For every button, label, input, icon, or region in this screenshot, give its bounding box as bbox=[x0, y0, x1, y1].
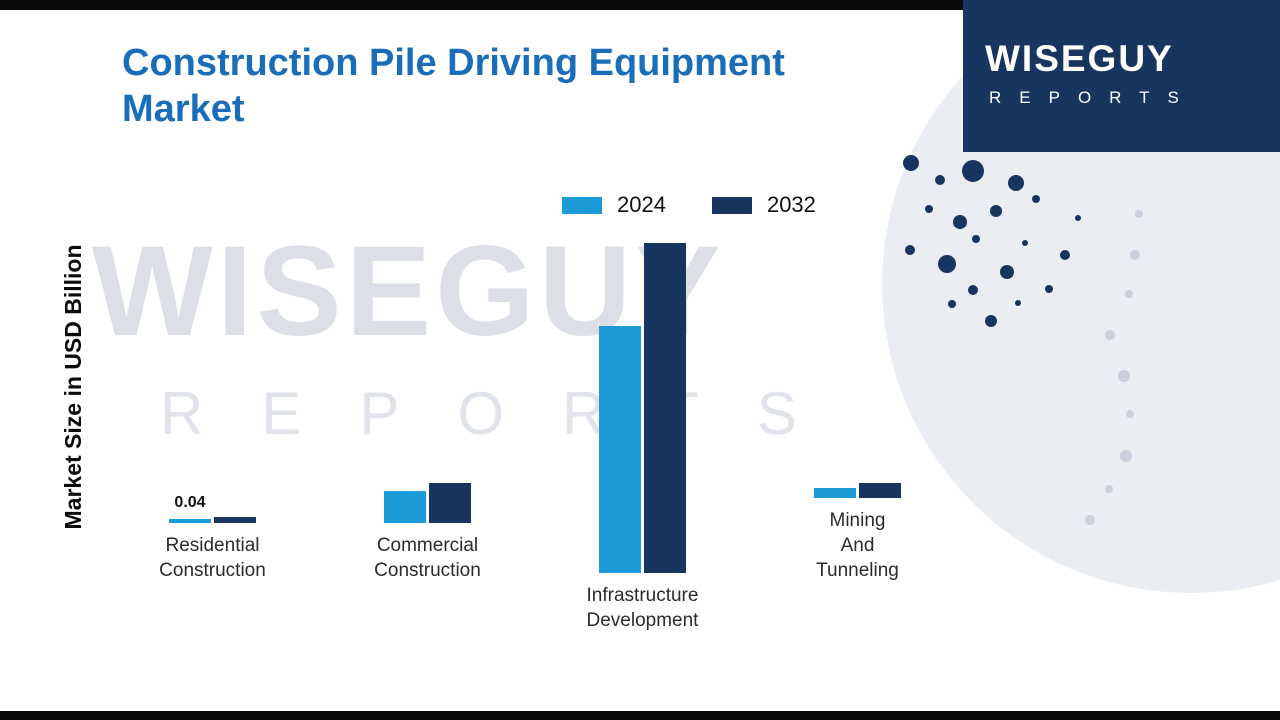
wiseguy-logo: WISEGUY REPORTS bbox=[963, 0, 1280, 152]
logo-wordmark: WISEGUY bbox=[985, 38, 1174, 79]
y-axis-label: Market Size in USD Billion bbox=[60, 244, 86, 530]
legend-item-2024: 2024 bbox=[562, 192, 666, 218]
bar-group: Infrastructure Development bbox=[535, 243, 750, 631]
legend-label: 2032 bbox=[766, 192, 816, 217]
top-border-bar bbox=[0, 0, 963, 10]
category-label: Residential Construction bbox=[159, 534, 266, 581]
legend-swatch-2032 bbox=[711, 196, 752, 214]
bar-group: Mining And Tunneling bbox=[750, 243, 965, 583]
bar-pair bbox=[599, 243, 686, 573]
bar-2024 bbox=[599, 326, 641, 573]
bar-2032 bbox=[859, 482, 901, 498]
bar-pair bbox=[814, 243, 901, 498]
category-label: Mining And Tunneling bbox=[816, 509, 899, 581]
bar-2024: 0.04 bbox=[169, 494, 211, 523]
chart-legend: 2024 2032 bbox=[562, 192, 816, 218]
bar-pair bbox=[384, 243, 471, 523]
logo-subtitle: REPORTS bbox=[989, 88, 1197, 107]
bar-group: Commercial Construction bbox=[320, 243, 535, 583]
page-title: Construction Pile Driving Equipment Mark… bbox=[122, 42, 785, 131]
bar-group: 0.04 Residential Construction bbox=[105, 243, 320, 583]
legend-label: 2024 bbox=[617, 192, 666, 217]
bar-2032 bbox=[429, 482, 471, 523]
bar-value-label: 0.04 bbox=[174, 493, 206, 511]
watermark-subtitle: REPORTS bbox=[160, 380, 855, 447]
bar-2032 bbox=[644, 243, 686, 573]
bar-2024 bbox=[384, 490, 426, 523]
legend-item-2032: 2032 bbox=[711, 192, 816, 218]
category-label: Infrastructure Development bbox=[586, 585, 699, 632]
bottom-border-bar bbox=[0, 711, 1280, 720]
legend-swatch-2024 bbox=[562, 196, 602, 214]
bar-2032 bbox=[214, 516, 256, 523]
bar-pair: 0.04 bbox=[169, 243, 256, 523]
category-label: Commercial Construction bbox=[374, 534, 481, 581]
chart-bars: 0.04 Residential Construction Commercial C… bbox=[105, 243, 965, 631]
bar-2024 bbox=[814, 487, 856, 498]
